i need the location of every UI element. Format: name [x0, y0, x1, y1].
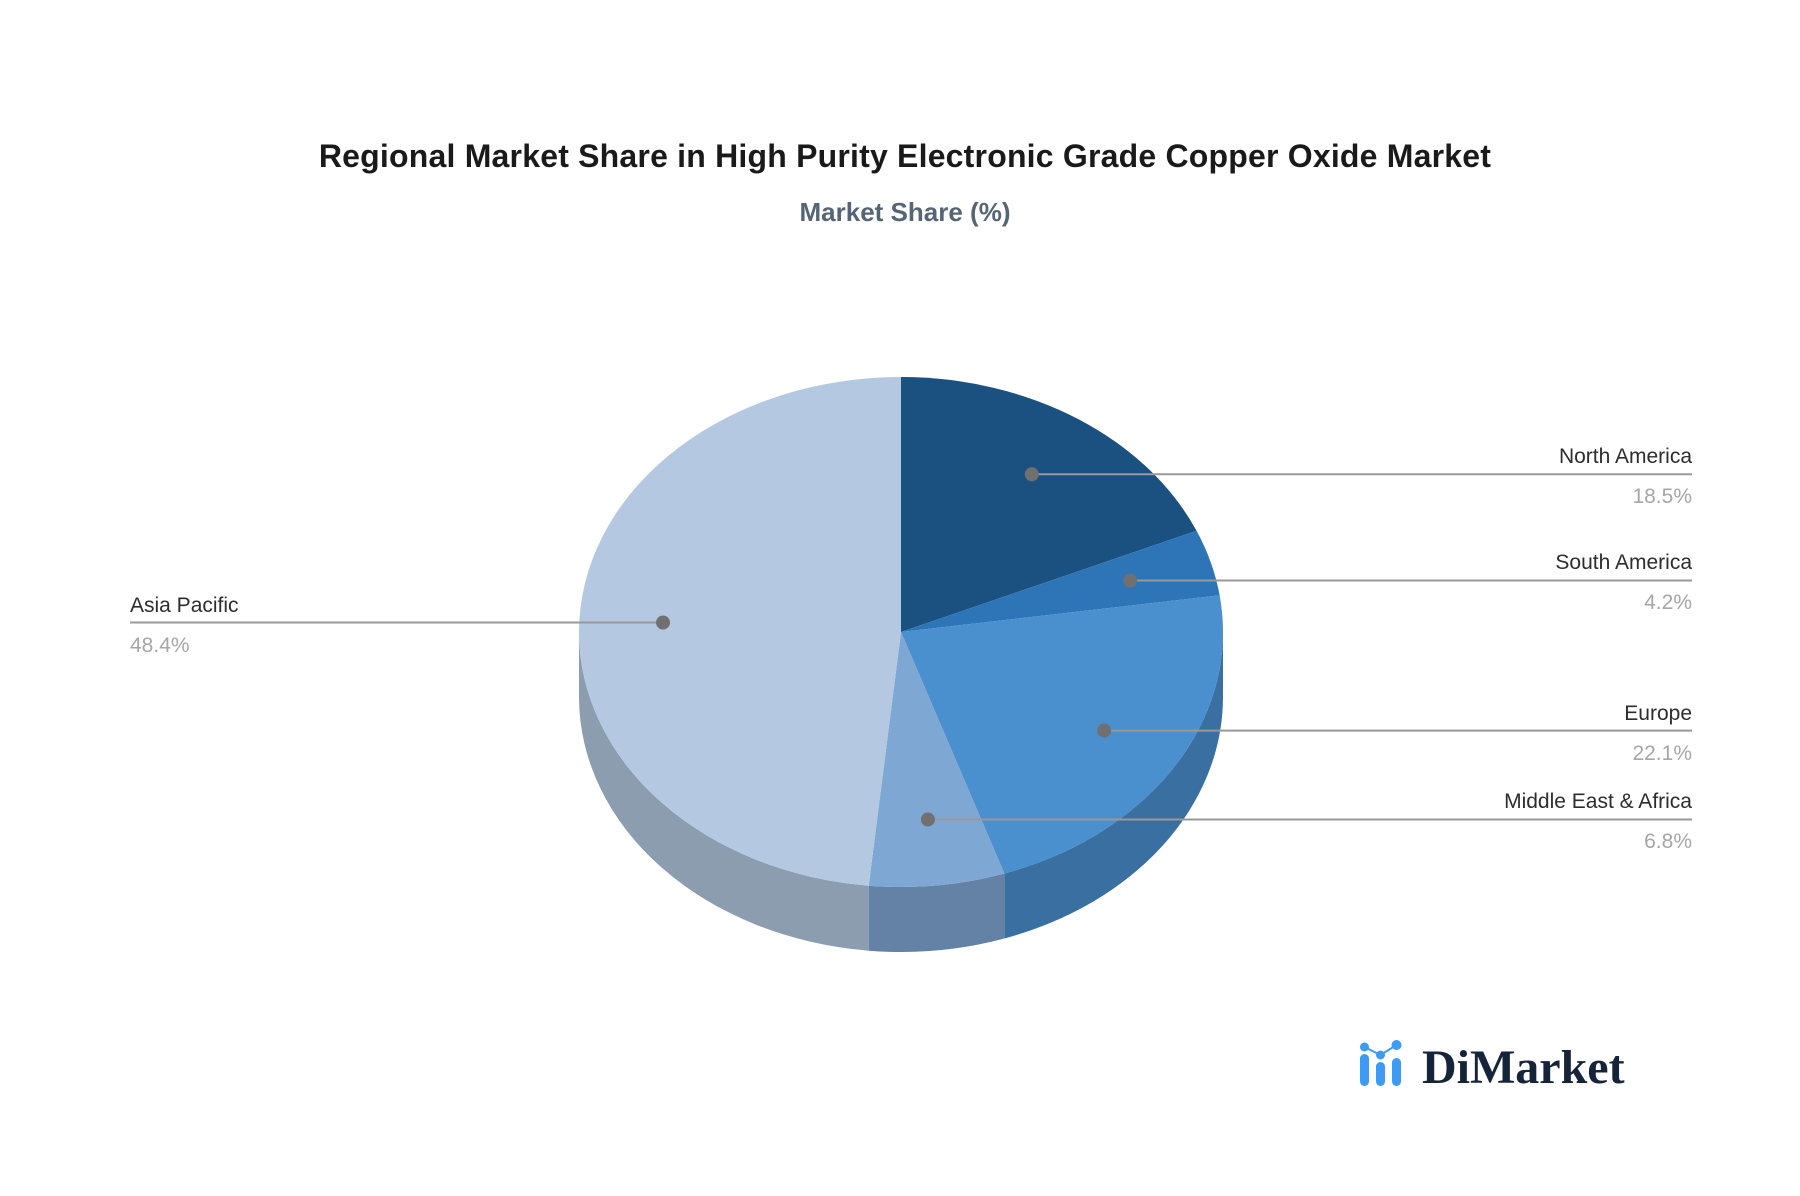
pie-slice-asia-pacific[interactable] [579, 377, 901, 886]
slice-label-asia-pacific: Asia Pacific 48.4% [130, 592, 239, 660]
brand-name: DiMarket [1422, 1041, 1625, 1094]
pie-slice-side-asia-pacific [579, 632, 869, 951]
leader-lines [130, 467, 1692, 827]
slice-value: 22.1% [1632, 741, 1692, 765]
slice-value: 18.5% [1632, 485, 1692, 509]
pie-slice-side-europe [1004, 632, 1223, 939]
slice-name: Europe [1624, 701, 1692, 725]
slice-value: 6.8% [1644, 830, 1692, 854]
pie-slices [579, 377, 1223, 887]
slice-value: 4.2% [1644, 591, 1692, 615]
leader-dot-south-america [1123, 573, 1138, 588]
logo-dot [1376, 1050, 1385, 1060]
pie-3d-walls [579, 632, 1223, 952]
logo-bar [1360, 1054, 1369, 1086]
leader-dot-middle-east-africa [920, 812, 935, 827]
pie-slice-north-america[interactable] [901, 377, 1197, 632]
chart-title: Regional Market Share in High Purity Ele… [318, 138, 1492, 174]
slice-label-south-america: South America 4.2% [1555, 549, 1692, 617]
slice-name: South America [1555, 551, 1692, 575]
bar-line-chart-icon [1360, 1040, 1402, 1086]
slice-label-europe: Europe 22.1% [1624, 700, 1692, 768]
pie-slice-europe[interactable] [901, 595, 1223, 874]
logo-dot [1360, 1042, 1369, 1052]
leader-dot-north-america [1024, 467, 1039, 482]
slice-label-middle-east-africa: Middle East & Africa 6.8% [1504, 788, 1692, 856]
pie-slice-middle-east-africa[interactable] [868, 632, 1005, 887]
logo-dot [1391, 1040, 1402, 1050]
dimarket-logo[interactable]: DiMarket [1358, 1040, 1625, 1094]
pie-slice-side-middle-east-africa [868, 873, 1005, 952]
logo-bar [1392, 1058, 1401, 1086]
slice-value: 48.4% [130, 633, 190, 657]
slice-name: North America [1558, 445, 1692, 469]
leader-dot-asia-pacific [656, 615, 671, 630]
slice-name: Middle East & Africa [1504, 790, 1692, 814]
logo-bar [1376, 1062, 1385, 1086]
chart-subtitle: Market Share (%) [799, 197, 1011, 227]
leader-dot-europe [1097, 723, 1112, 738]
slice-label-north-america: North America 18.5% [1559, 443, 1692, 511]
pie-slice-south-america[interactable] [901, 530, 1220, 632]
slice-name: Asia Pacific [130, 593, 239, 617]
